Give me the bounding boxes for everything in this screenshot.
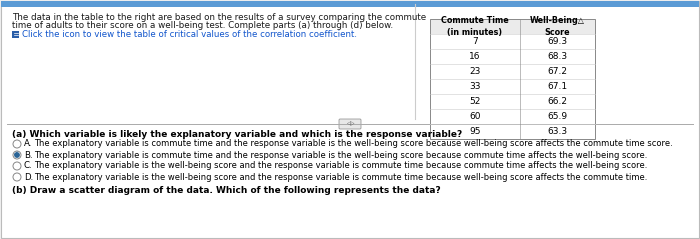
Text: 60: 60: [469, 112, 481, 121]
Text: C.: C.: [24, 162, 33, 170]
FancyBboxPatch shape: [430, 34, 595, 49]
Text: The explanatory variable is the well-being score and the response variable is co: The explanatory variable is the well-bei…: [34, 173, 648, 181]
Text: 68.3: 68.3: [547, 52, 568, 61]
FancyBboxPatch shape: [430, 109, 595, 124]
FancyBboxPatch shape: [430, 49, 595, 64]
FancyBboxPatch shape: [430, 124, 595, 139]
Text: 33: 33: [469, 82, 481, 91]
Text: time of adults to their score on a well-being test. Complete parts (a) through (: time of adults to their score on a well-…: [12, 21, 393, 30]
Text: 65.9: 65.9: [547, 112, 568, 121]
FancyBboxPatch shape: [430, 19, 595, 34]
Text: 67.2: 67.2: [547, 67, 568, 76]
FancyBboxPatch shape: [12, 31, 20, 38]
Text: The explanatory variable is the well-being score and the response variable is co: The explanatory variable is the well-bei…: [34, 162, 648, 170]
Text: 95: 95: [469, 127, 481, 136]
Text: The explanatory variable is commute time and the response variable is the well-b: The explanatory variable is commute time…: [34, 151, 648, 159]
Text: 16: 16: [469, 52, 481, 61]
Circle shape: [15, 153, 19, 157]
Text: Commute Time
(in minutes): Commute Time (in minutes): [441, 16, 509, 37]
Text: D.: D.: [24, 173, 34, 181]
Text: B.: B.: [24, 151, 33, 159]
Text: 52: 52: [469, 97, 481, 106]
FancyBboxPatch shape: [339, 119, 361, 129]
Text: The explanatory variable is commute time and the response variable is the well-b: The explanatory variable is commute time…: [34, 140, 673, 148]
Text: A.: A.: [24, 140, 32, 148]
Text: ✓: ✓: [13, 151, 19, 157]
FancyBboxPatch shape: [430, 94, 595, 109]
Text: 7: 7: [472, 37, 478, 46]
FancyBboxPatch shape: [430, 79, 595, 94]
Text: 67.1: 67.1: [547, 82, 568, 91]
Text: ◁▷: ◁▷: [346, 121, 354, 126]
Text: 69.3: 69.3: [547, 37, 568, 46]
Text: 23: 23: [469, 67, 481, 76]
Text: Well-Being△
Score: Well-Being△ Score: [530, 16, 585, 37]
FancyBboxPatch shape: [430, 64, 595, 79]
Text: Click the icon to view the table of critical values of the correlation coefficie: Click the icon to view the table of crit…: [22, 30, 357, 39]
Text: (a) Which variable is likely the explanatory variable and which is the response : (a) Which variable is likely the explana…: [12, 130, 462, 139]
Text: The data in the table to the right are based on the results of a survey comparin: The data in the table to the right are b…: [12, 13, 426, 22]
Text: 66.2: 66.2: [547, 97, 568, 106]
Text: 63.3: 63.3: [547, 127, 568, 136]
FancyBboxPatch shape: [1, 1, 699, 7]
Text: (b) Draw a scatter diagram of the data. Which of the following represents the da: (b) Draw a scatter diagram of the data. …: [12, 186, 441, 195]
